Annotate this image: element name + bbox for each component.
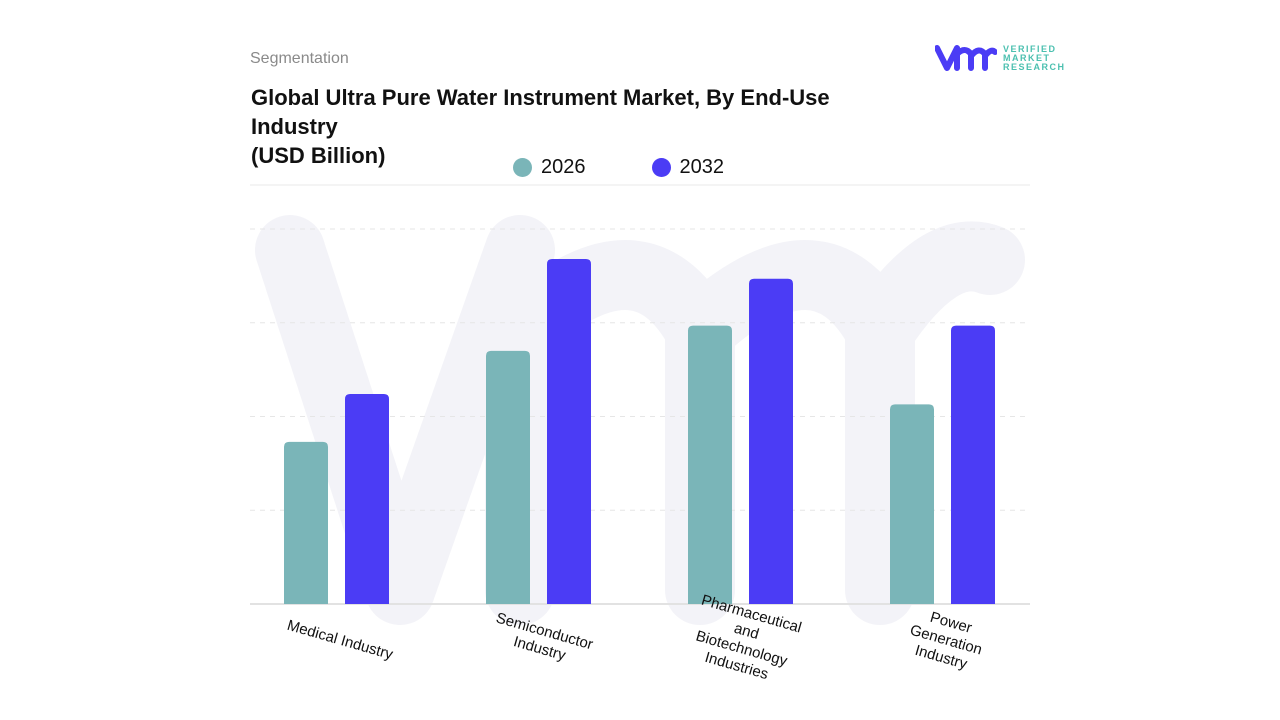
legend: 2026 2032 [513, 156, 724, 179]
chart-title: Global Ultra Pure Water Instrument Marke… [251, 83, 911, 170]
vmr-logo-icon [935, 45, 997, 71]
chart-unit: (USD Billion) [251, 143, 386, 168]
bar-2026-2 [688, 325, 732, 604]
x-tick-label: PowerGenerationIndustry [903, 604, 989, 675]
x-tick-label-line: and [732, 620, 761, 643]
x-tick-label: PharmaceuticalandBiotechnologyIndustries [685, 592, 804, 689]
watermark-logo [255, 215, 1025, 625]
x-tick-label-line: Medical Industry [285, 617, 395, 664]
bar-2032-1 [547, 259, 591, 604]
x-tick-label: Medical Industry [285, 617, 395, 664]
legend-swatch-2026 [513, 158, 532, 177]
bar-2032-0 [345, 394, 389, 604]
legend-item-2026: 2026 [513, 156, 586, 179]
legend-label: 2026 [541, 156, 586, 178]
legend-item-2032: 2032 [651, 156, 725, 179]
section-label: Segmentation [250, 50, 349, 67]
bar-2026-1 [486, 350, 530, 604]
legend-label: 2032 [679, 156, 725, 178]
bar-2026-3 [890, 404, 934, 604]
logo-line: VERIFIED [1003, 43, 1057, 54]
vmr-logo: VERIFIED MARKET RESEARCH [935, 44, 1066, 72]
bar-2026-0 [284, 441, 328, 604]
chart-title-text: Global Ultra Pure Water Instrument Marke… [251, 85, 830, 139]
logo-line: RESEARCH [1003, 61, 1066, 72]
legend-swatch-2032 [651, 158, 671, 177]
bar-2032-3 [951, 325, 995, 604]
logo-text: VERIFIED MARKET RESEARCH [1003, 43, 1066, 72]
x-tick-label: SemiconductorIndustry [489, 609, 595, 670]
bar-2032-2 [749, 278, 793, 604]
logo-line: MARKET [1003, 52, 1051, 63]
